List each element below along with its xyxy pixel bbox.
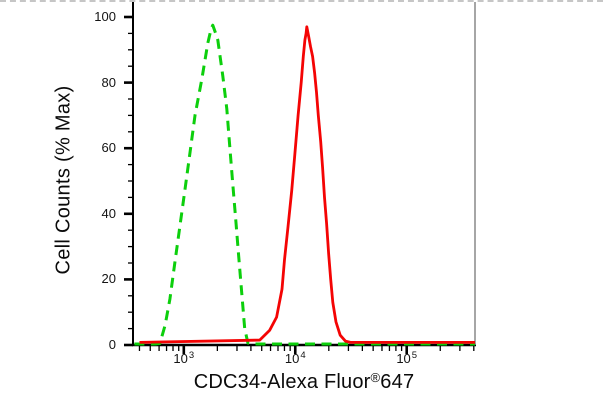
screenshot-selection-artifact [0, 0, 603, 2]
x-tick-label: 105 [396, 350, 418, 366]
y-axis-title-text: Cell Counts (% Max) [52, 85, 75, 275]
y-axis-title: Cell Counts (% Max) [53, 85, 76, 274]
y-tick-label: 40 [101, 205, 116, 221]
y-tick-label: 60 [101, 140, 116, 156]
x-axis-title: CDC34-Alexa Fluor®647 [133, 370, 475, 394]
registered-trademark-icon: ® [370, 370, 381, 385]
x-tick-label: 103 [173, 350, 195, 366]
y-tick-label: 0 [108, 337, 116, 352]
y-tick-label: 100 [94, 9, 116, 24]
x-tick-label: 104 [284, 350, 306, 366]
y-tick-label: 80 [101, 74, 116, 90]
x-axis-title-text: CDC34-Alexa Fluor [193, 371, 371, 393]
y-tick-label: 20 [101, 271, 116, 287]
x-axis-title-suffix: 647 [380, 371, 415, 393]
